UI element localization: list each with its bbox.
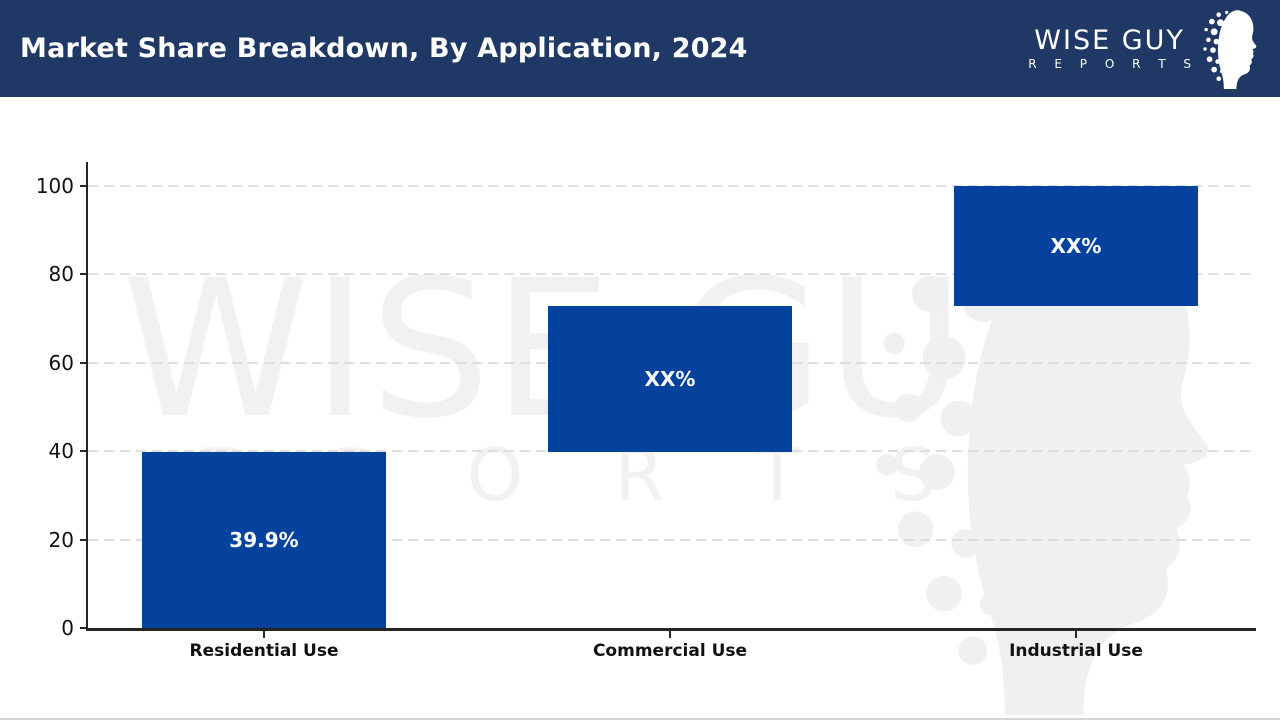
y-axis-line [86, 162, 88, 630]
chart-area: WISE GUY E P O R T S 0 20 40 60 80 100 39.9% Re… [0, 97, 1280, 718]
x-category-label: Residential Use [189, 641, 339, 661]
bar-industrial-use: XX% [954, 186, 1198, 307]
y-tick-0 [80, 627, 88, 629]
y-tick-label-60: 60 [48, 350, 74, 375]
page-title: Market Share Breakdown, By Application, … [20, 33, 748, 64]
wiseguy-logo: WISE GUY R E P O R T S [1021, 9, 1266, 89]
y-tick-20 [80, 538, 88, 541]
gridline-100 [88, 185, 1256, 187]
bar-value-label: XX% [1050, 234, 1102, 259]
logo-subtext: R E P O R T S [1028, 57, 1198, 71]
x-tick-1 [669, 630, 671, 638]
y-tick-label-100: 100 [35, 174, 74, 198]
y-tick-label-40: 40 [48, 439, 74, 464]
bottom-border [0, 718, 1280, 720]
gridline-20 [88, 538, 1256, 541]
x-category-label: Commercial Use [592, 641, 748, 661]
x-tick-2 [1075, 630, 1077, 638]
logo-face-icon [1203, 9, 1257, 89]
y-tick-40 [80, 450, 88, 453]
header: Market Share Breakdown, By Application, … [0, 0, 1280, 97]
gridline-80 [88, 273, 1256, 276]
logo-text: WISE GUY R E P O R T S [1021, 27, 1198, 70]
bar-residential-use: 39.9% [142, 451, 386, 628]
y-tick-label-80: 80 [48, 262, 74, 287]
x-tick-0 [263, 630, 265, 638]
bar-value-label: 39.9% [229, 527, 299, 552]
y-tick-60 [80, 361, 88, 364]
y-tick-100 [80, 185, 88, 187]
y-tick-label-20: 20 [48, 527, 74, 552]
logo-wordmark: WISE GUY [1034, 25, 1185, 56]
y-tick-80 [80, 273, 88, 276]
bar-value-label: XX% [644, 366, 696, 391]
x-category-label: Industrial Use [1009, 641, 1143, 661]
waterfall-chart: 0 20 40 60 80 100 39.9% Residential Use XX% Comme… [0, 97, 1280, 718]
bar-commercial-use: XX% [548, 306, 792, 452]
y-tick-label-0: 0 [61, 616, 74, 640]
x-axis-line [86, 628, 1256, 631]
